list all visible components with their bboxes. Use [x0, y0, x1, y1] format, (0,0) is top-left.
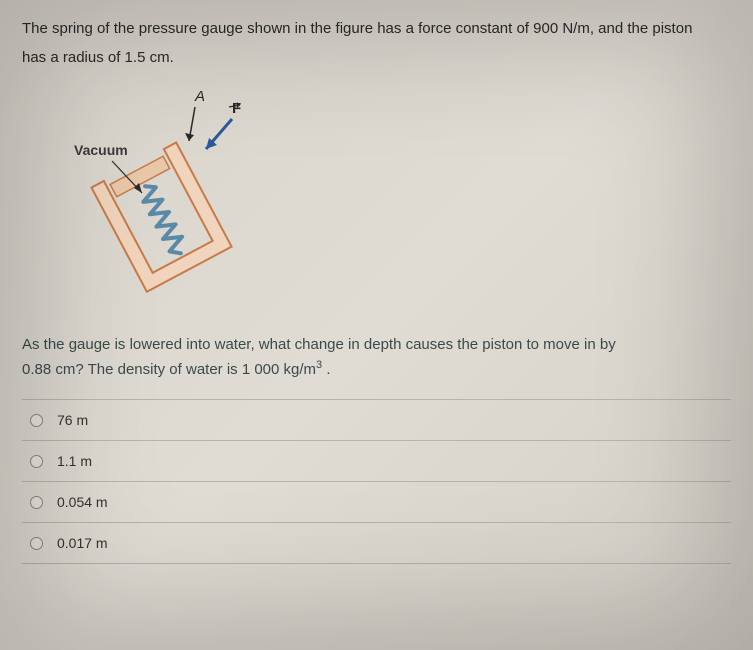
figure: A F Vacuum: [72, 83, 731, 318]
option-row[interactable]: 0.017 m: [22, 523, 731, 564]
option-label: 0.017 m: [57, 535, 108, 551]
spring-icon: [137, 182, 189, 258]
option-row[interactable]: 0.054 m: [22, 482, 731, 523]
question-line-2-suffix: .: [322, 361, 330, 378]
radio-icon[interactable]: [30, 537, 43, 550]
arrow-a-head: [185, 133, 194, 141]
option-label: 0.054 m: [57, 494, 108, 510]
radio-icon[interactable]: [30, 455, 43, 468]
option-label: 1.1 m: [57, 453, 92, 469]
question-text: As the gauge is lowered into water, what…: [22, 334, 731, 381]
radio-icon[interactable]: [30, 414, 43, 427]
intro-line-2: has a radius of 1.5 cm.: [22, 47, 731, 70]
radio-icon[interactable]: [30, 496, 43, 509]
intro-line-1: The spring of the pressure gauge shown i…: [22, 18, 731, 41]
option-label: 76 m: [57, 412, 88, 428]
label-f: F: [232, 100, 241, 117]
question-line-2-prefix: 0.88 cm? The density of water is 1 000 k…: [22, 361, 316, 378]
label-vacuum: Vacuum: [74, 142, 128, 158]
label-a: A: [194, 88, 205, 105]
question-line-1: As the gauge is lowered into water, what…: [22, 336, 616, 353]
gauge-diagram: A F Vacuum: [72, 83, 292, 313]
option-row[interactable]: 1.1 m: [22, 441, 731, 482]
options-list: 76 m 1.1 m 0.054 m 0.017 m: [22, 399, 731, 564]
option-row[interactable]: 76 m: [22, 400, 731, 441]
